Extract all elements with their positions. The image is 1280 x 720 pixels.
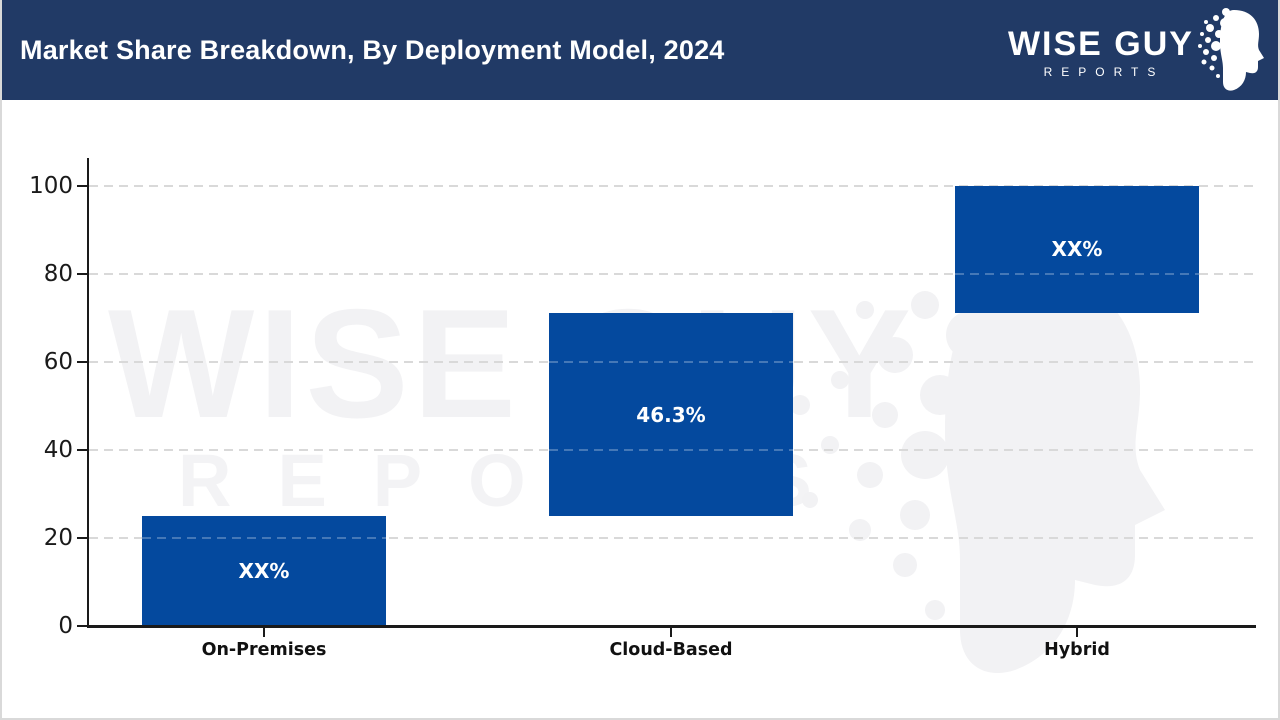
- gridline-over-bar: [955, 273, 1199, 275]
- x-category-label-cloud-based: Cloud-Based: [609, 640, 733, 660]
- gridline-over-bar: [549, 448, 793, 451]
- y-axis-tick-label: 100: [29, 173, 73, 199]
- gridline-over-bar: [142, 536, 386, 539]
- y-axis-tick-label: 80: [43, 261, 73, 287]
- y-axis-tick-label: 60: [43, 349, 73, 375]
- y-axis-tick: [77, 625, 87, 627]
- bar-value-label: XX%: [1051, 237, 1103, 262]
- gridline: [89, 273, 1256, 275]
- y-axis-tick: [77, 449, 87, 451]
- y-axis-spine: [87, 158, 89, 628]
- y-axis-tick: [77, 185, 87, 187]
- x-category-label-on-premises: On-Premises: [201, 640, 327, 660]
- x-axis-spine: [87, 625, 1256, 628]
- face-dots-logo-icon: [1198, 8, 1264, 91]
- y-axis-tick: [77, 273, 87, 275]
- chart-area: WISE GUY REPORTS 0 20 40 60 80 100 XX% 46.3% XX%…: [0, 100, 1280, 720]
- gridline: [89, 537, 1256, 539]
- chart-title: Market Share Breakdown, By Deployment Mo…: [20, 34, 725, 65]
- y-axis-tick: [77, 361, 87, 363]
- x-axis-tick: [670, 628, 672, 637]
- x-axis-tick: [1076, 628, 1078, 637]
- header-bar: Market Share Breakdown, By Deployment Mo…: [0, 0, 1280, 100]
- brand-logo-text: WISE GUY REPORTS: [1008, 27, 1194, 78]
- watermark-face-dots: [790, 260, 1165, 674]
- bar-hybrid: XX%: [955, 186, 1199, 313]
- bar-cloud-based: 46.3%: [549, 312, 793, 517]
- bar-value-label: XX%: [238, 559, 290, 584]
- x-category-label-hybrid: Hybrid: [1044, 640, 1110, 660]
- brand-subtitle: REPORTS: [1043, 64, 1165, 79]
- gridline: [89, 185, 1256, 187]
- bar-value-label: 46.3%: [636, 402, 706, 427]
- y-axis-tick-label: 20: [43, 525, 73, 551]
- brand-name: WISE GUY: [1007, 24, 1194, 63]
- bar-on-premises: XX%: [142, 516, 386, 626]
- brand-logo: WISE GUY REPORTS: [1008, 0, 1268, 100]
- y-axis-tick-label: 40: [43, 437, 73, 463]
- y-axis-tick: [77, 537, 87, 539]
- gridline-over-bar: [549, 360, 793, 363]
- x-axis-tick: [263, 628, 265, 637]
- y-axis-tick-label: 0: [58, 613, 73, 639]
